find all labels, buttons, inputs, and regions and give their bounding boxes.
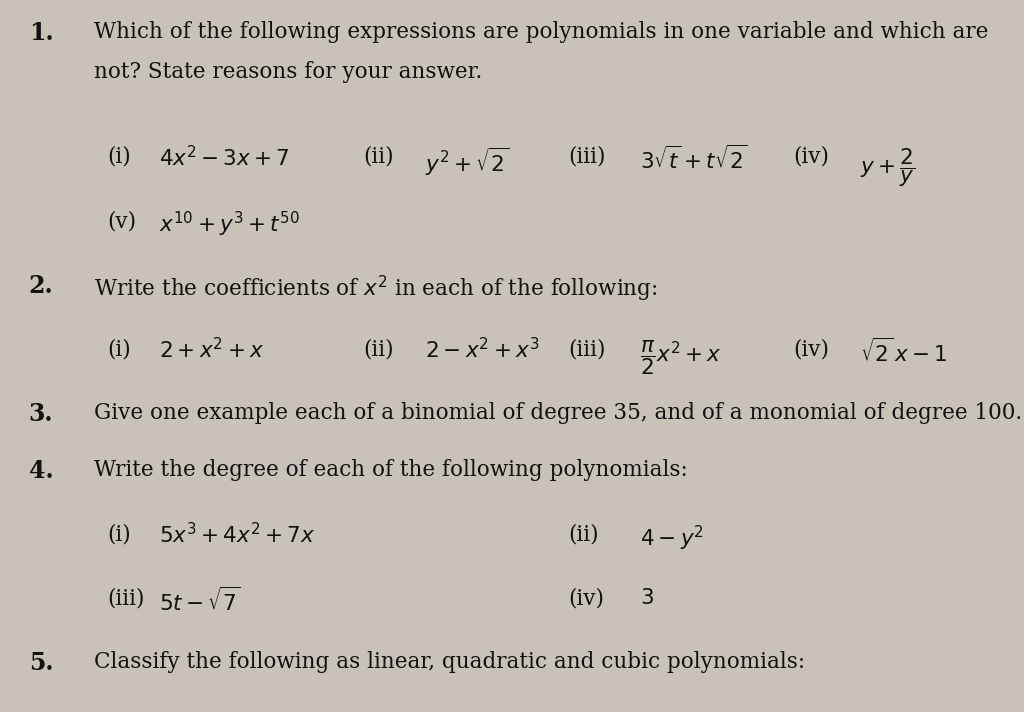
Text: Which of the following expressions are polynomials in one variable and which are: Which of the following expressions are p… bbox=[94, 21, 988, 43]
Text: (ii): (ii) bbox=[568, 523, 599, 545]
Text: $y^2+\sqrt{2}$: $y^2+\sqrt{2}$ bbox=[425, 146, 509, 178]
Text: (iv): (iv) bbox=[794, 338, 829, 360]
Text: $\dfrac{\pi}{2}x^2+x$: $\dfrac{\pi}{2}x^2+x$ bbox=[640, 338, 722, 377]
Text: 2.: 2. bbox=[29, 274, 53, 298]
Text: 4.: 4. bbox=[29, 459, 53, 483]
Text: $3\sqrt{t}+t\sqrt{2}$: $3\sqrt{t}+t\sqrt{2}$ bbox=[640, 146, 748, 174]
Text: $2-x^2+x^3$: $2-x^2+x^3$ bbox=[425, 338, 540, 363]
Text: $4-y^2$: $4-y^2$ bbox=[640, 523, 703, 553]
Text: Give one example each of a binomial of degree 35, and of a monomial of degree 10: Give one example each of a binomial of d… bbox=[94, 402, 1022, 424]
Text: (iv): (iv) bbox=[794, 146, 829, 168]
Text: (ii): (ii) bbox=[364, 338, 394, 360]
Text: 3.: 3. bbox=[29, 402, 53, 426]
Text: (iii): (iii) bbox=[568, 146, 606, 168]
Text: $y+\dfrac{2}{y}$: $y+\dfrac{2}{y}$ bbox=[860, 146, 915, 189]
Text: Write the coefficients of $x^2$ in each of the following:: Write the coefficients of $x^2$ in each … bbox=[94, 274, 657, 304]
Text: (i): (i) bbox=[108, 146, 131, 168]
Text: (iii): (iii) bbox=[108, 587, 145, 609]
Text: $\sqrt{2}\,x-1$: $\sqrt{2}\,x-1$ bbox=[860, 338, 948, 367]
Text: $x^{10}+y^3+t^{50}$: $x^{10}+y^3+t^{50}$ bbox=[159, 210, 299, 239]
Text: $5t-\sqrt{7}$: $5t-\sqrt{7}$ bbox=[159, 587, 241, 616]
Text: (iii): (iii) bbox=[568, 338, 606, 360]
Text: (ii): (ii) bbox=[364, 146, 394, 168]
Text: $2+x^2+x$: $2+x^2+x$ bbox=[159, 338, 264, 363]
Text: $4x^2-3x+7$: $4x^2-3x+7$ bbox=[159, 146, 290, 171]
Text: 5.: 5. bbox=[29, 651, 53, 676]
Text: $3$: $3$ bbox=[640, 587, 654, 609]
Text: Write the degree of each of the following polynomials:: Write the degree of each of the followin… bbox=[94, 459, 688, 481]
Text: (i): (i) bbox=[108, 338, 131, 360]
Text: 1.: 1. bbox=[29, 21, 53, 46]
Text: not? State reasons for your answer.: not? State reasons for your answer. bbox=[94, 61, 482, 83]
Text: (v): (v) bbox=[108, 210, 136, 232]
Text: (iv): (iv) bbox=[568, 587, 604, 609]
Text: (i): (i) bbox=[108, 523, 131, 545]
Text: $5x^3+4x^2+7x$: $5x^3+4x^2+7x$ bbox=[159, 523, 315, 548]
Text: Classify the following as linear, quadratic and cubic polynomials:: Classify the following as linear, quadra… bbox=[94, 651, 805, 674]
